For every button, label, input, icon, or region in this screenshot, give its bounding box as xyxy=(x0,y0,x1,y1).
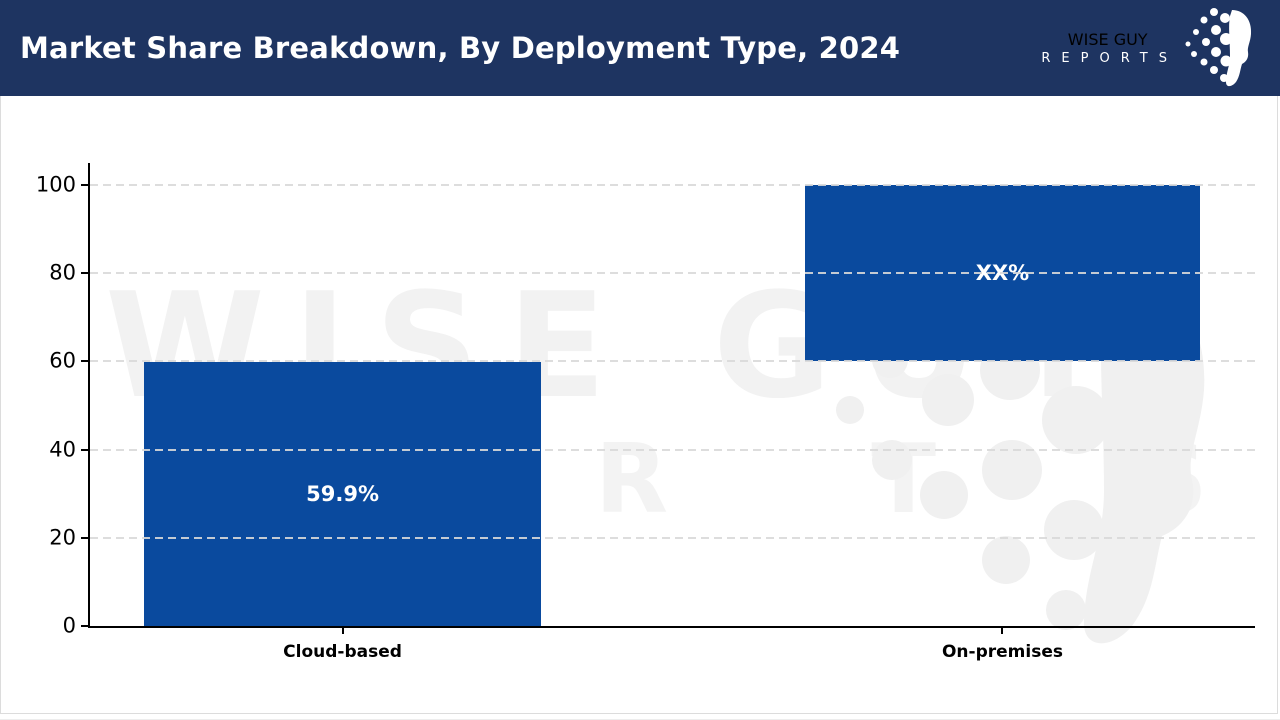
bar-value-label: 59.9% xyxy=(306,481,379,506)
y-axis-tick-label: 40 xyxy=(49,437,76,462)
y-axis-tick-mark xyxy=(81,625,90,627)
page-title: Market Share Breakdown, By Deployment Ty… xyxy=(20,31,901,65)
y-axis-tick-label: 60 xyxy=(49,348,76,373)
gridline xyxy=(90,360,1255,363)
bar-cloud-based: 59.9% xyxy=(144,361,542,626)
gridline xyxy=(90,536,1255,539)
y-axis-tick-mark xyxy=(81,272,90,275)
y-axis-tick-label: 80 xyxy=(49,260,76,285)
logo-line1: WISE GUY xyxy=(1067,29,1148,49)
y-axis-tick-mark xyxy=(81,448,90,451)
gridline xyxy=(90,184,1255,187)
bar-chart-plot: 0 20 40 60 80 100 59.9% Cloud-based XX% On-premis… xyxy=(36,163,1255,662)
brand-logo: WISE GUY REPORTS xyxy=(1037,6,1254,90)
x-axis-tick-mark xyxy=(1001,626,1004,634)
x-axis-category-label: On-premises xyxy=(941,642,1063,662)
gridline xyxy=(90,448,1255,451)
dotted-head-logo-icon xyxy=(1185,8,1252,87)
gridline xyxy=(90,272,1255,275)
logo-wordmark: WISE GUY REPORTS xyxy=(1037,29,1178,66)
header-bar: Market Share Breakdown, By Deployment Ty… xyxy=(0,0,1280,96)
watermark-dotted-head xyxy=(836,256,1205,644)
y-axis-tick-label: 100 xyxy=(35,172,76,197)
y-axis-tick-mark xyxy=(81,360,90,363)
y-axis-tick-mark xyxy=(81,184,90,187)
x-axis-category-label: Cloud-based xyxy=(283,642,402,662)
logo-line2: REPORTS xyxy=(1041,50,1178,66)
y-axis-tick-label: 20 xyxy=(49,525,76,550)
y-axis-tick-mark xyxy=(81,536,90,539)
x-axis-tick-mark xyxy=(341,626,344,634)
y-axis-tick-label: 0 xyxy=(62,613,76,638)
